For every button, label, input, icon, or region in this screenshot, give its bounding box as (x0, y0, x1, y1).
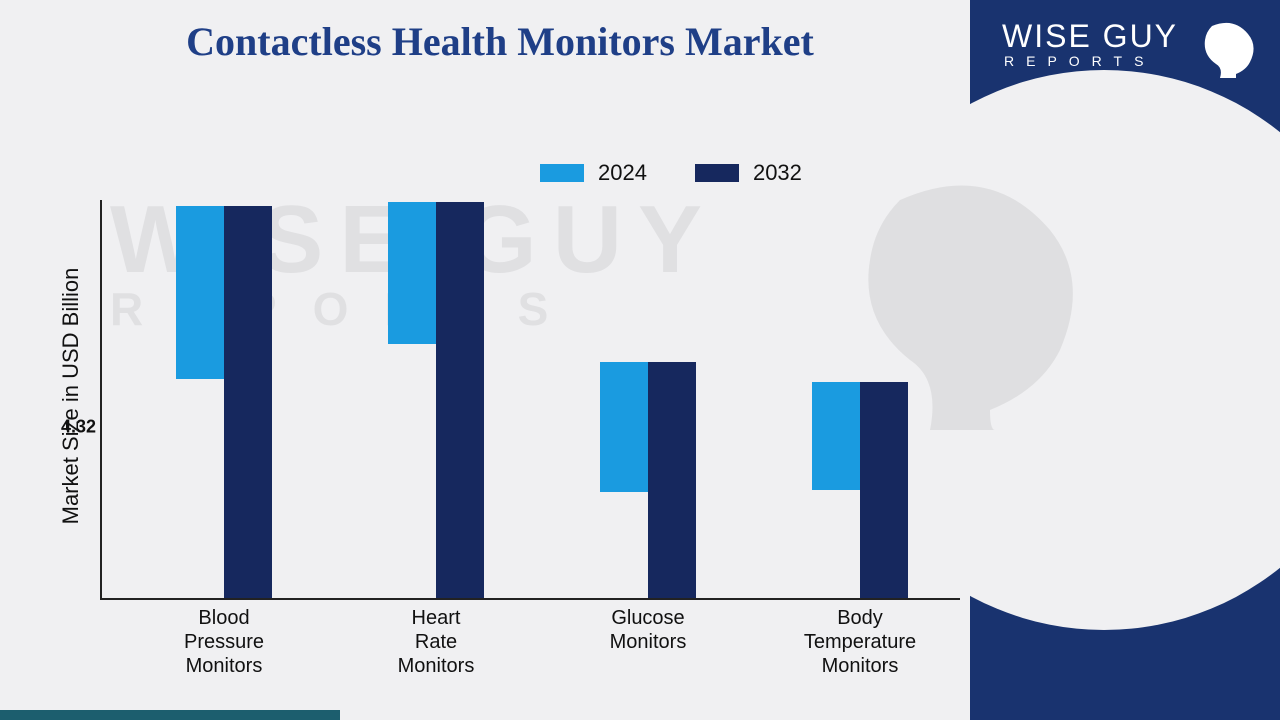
accent-bar (0, 710, 340, 720)
bar (860, 382, 908, 598)
legend-item-2024: 2024 (540, 160, 647, 186)
bar (436, 202, 484, 598)
category-label: HeartRateMonitors (366, 606, 506, 678)
bar (648, 362, 696, 598)
bar-group (176, 206, 272, 598)
category-label: BodyTemperatureMonitors (790, 606, 930, 678)
chart-title: Contactless Health Monitors Market (120, 18, 880, 65)
y-tick-label: 4.32 (61, 417, 96, 438)
bar (224, 206, 272, 598)
bar-group (388, 202, 484, 598)
legend-label-2024: 2024 (598, 160, 647, 186)
legend-item-2032: 2032 (695, 160, 802, 186)
legend-swatch-2024 (540, 164, 584, 182)
bar (176, 206, 224, 379)
bar-group (600, 362, 696, 598)
legend: 2024 2032 (540, 160, 802, 186)
legend-swatch-2032 (695, 164, 739, 182)
plot-area: 4.32BloodPressureMonitorsHeartRateMonito… (100, 200, 960, 600)
legend-label-2032: 2032 (753, 160, 802, 186)
bar (388, 202, 436, 344)
bar (812, 382, 860, 490)
brand-head-icon (1200, 20, 1258, 78)
y-axis-label: Market Size in USD Billion (58, 196, 84, 596)
brand-logo: WISE GUY REPORTS (1002, 18, 1252, 69)
bar-group (812, 382, 908, 598)
category-label: GlucoseMonitors (578, 606, 718, 654)
bar-chart: 4.32BloodPressureMonitorsHeartRateMonito… (100, 200, 960, 600)
bar (600, 362, 648, 492)
category-label: BloodPressureMonitors (154, 606, 294, 678)
